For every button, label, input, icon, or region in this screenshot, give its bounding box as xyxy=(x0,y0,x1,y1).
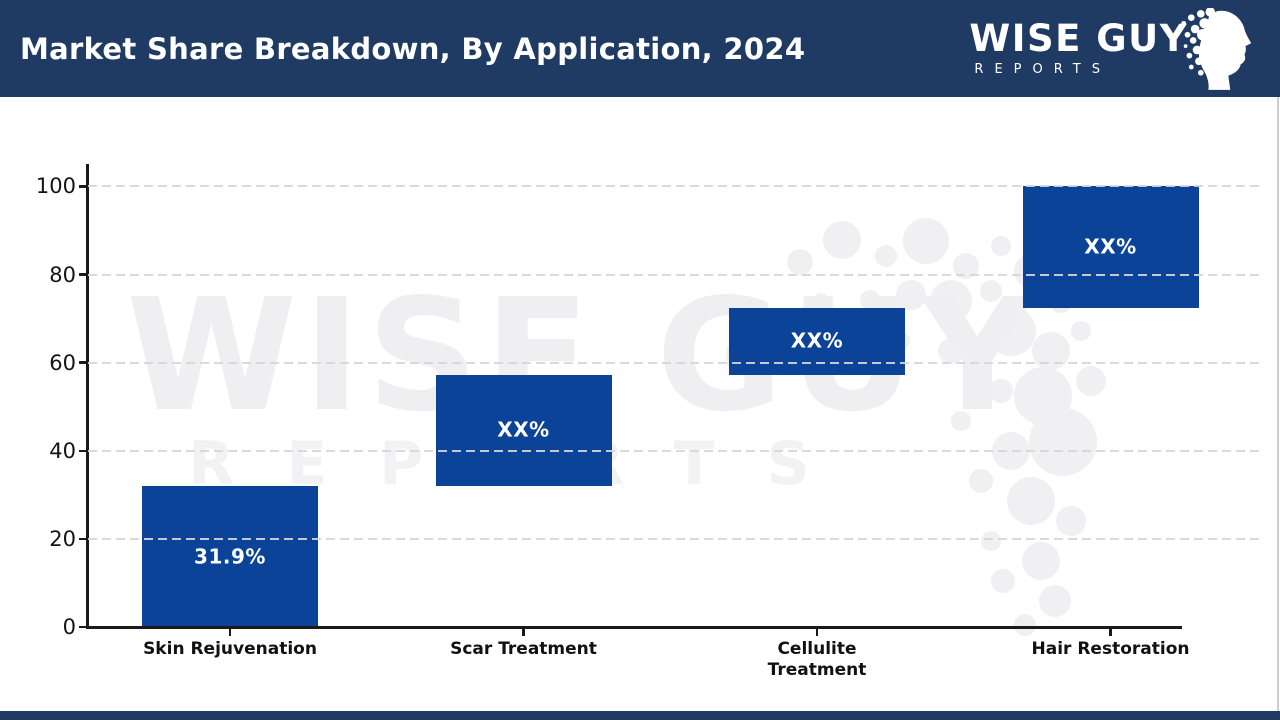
y-tick-label-40: 40 xyxy=(49,438,76,463)
bar-value-label-scar-treatment: XX% xyxy=(497,417,550,442)
y-tick-100 xyxy=(79,185,88,188)
brand-logo: WISE GUY REPORTS xyxy=(969,7,1254,90)
gridline-20 xyxy=(88,537,1262,540)
brand-logo-text: WISE GUY REPORTS xyxy=(969,20,1188,77)
bar-value-label-skin-rejuvenation: 31.9% xyxy=(194,543,266,568)
y-tick-60 xyxy=(79,361,88,364)
y-tick-20 xyxy=(79,537,88,541)
header-bar: Market Share Breakdown, By Application, … xyxy=(0,0,1280,97)
bar-value-label-cellulite-treatment: XX% xyxy=(790,328,844,353)
footer-bar xyxy=(0,711,1280,720)
gridline-60 xyxy=(88,361,1262,364)
y-tick-label-20: 20 xyxy=(49,526,76,551)
y-tick-40 xyxy=(79,449,88,452)
gridline-100 xyxy=(88,185,1262,188)
y-tick-label-100: 100 xyxy=(35,174,76,199)
y-tick-80 xyxy=(79,273,88,276)
x-tick-hair-restoration xyxy=(1109,629,1112,636)
x-tick-label-scar-treatment: Scar Treatment xyxy=(450,639,597,659)
x-tick-label-hair-restoration: Hair Restoration xyxy=(1031,639,1190,659)
x-tick-label-cellulite-treatment: Cellulite Treatment xyxy=(767,639,867,681)
bar-scar-treatment: XX% xyxy=(435,374,612,487)
gridline-80 xyxy=(88,273,1262,276)
x-axis xyxy=(86,626,1182,629)
page-right-border xyxy=(1277,97,1279,711)
chart-title: Market Share Breakdown, By Application, … xyxy=(20,31,806,66)
x-tick-label-skin-rejuvenation: Skin Rejuvenation xyxy=(143,639,317,659)
bar-value-label-hair-restoration: XX% xyxy=(1084,234,1137,259)
brand-logo-line2: REPORTS xyxy=(974,62,1112,77)
logo-head-icon xyxy=(1181,7,1252,90)
y-tick-label-60: 60 xyxy=(49,350,76,375)
gridline-40 xyxy=(88,449,1262,452)
bar-hair-restoration: XX% xyxy=(1022,186,1199,309)
x-tick-scar-treatment xyxy=(522,629,525,636)
x-tick-skin-rejuvenation xyxy=(228,629,232,636)
x-tick-cellulite-treatment xyxy=(815,629,819,636)
y-tick-label-0: 0 xyxy=(62,615,76,639)
y-tick-0 xyxy=(79,625,88,629)
y-tick-label-80: 80 xyxy=(49,262,76,287)
brand-logo-line1: WISE GUY xyxy=(969,17,1188,60)
bar-skin-rejuvenation: 31.9% xyxy=(142,486,318,627)
bar-cellulite-treatment: XX% xyxy=(729,308,905,375)
y-axis xyxy=(86,164,89,629)
